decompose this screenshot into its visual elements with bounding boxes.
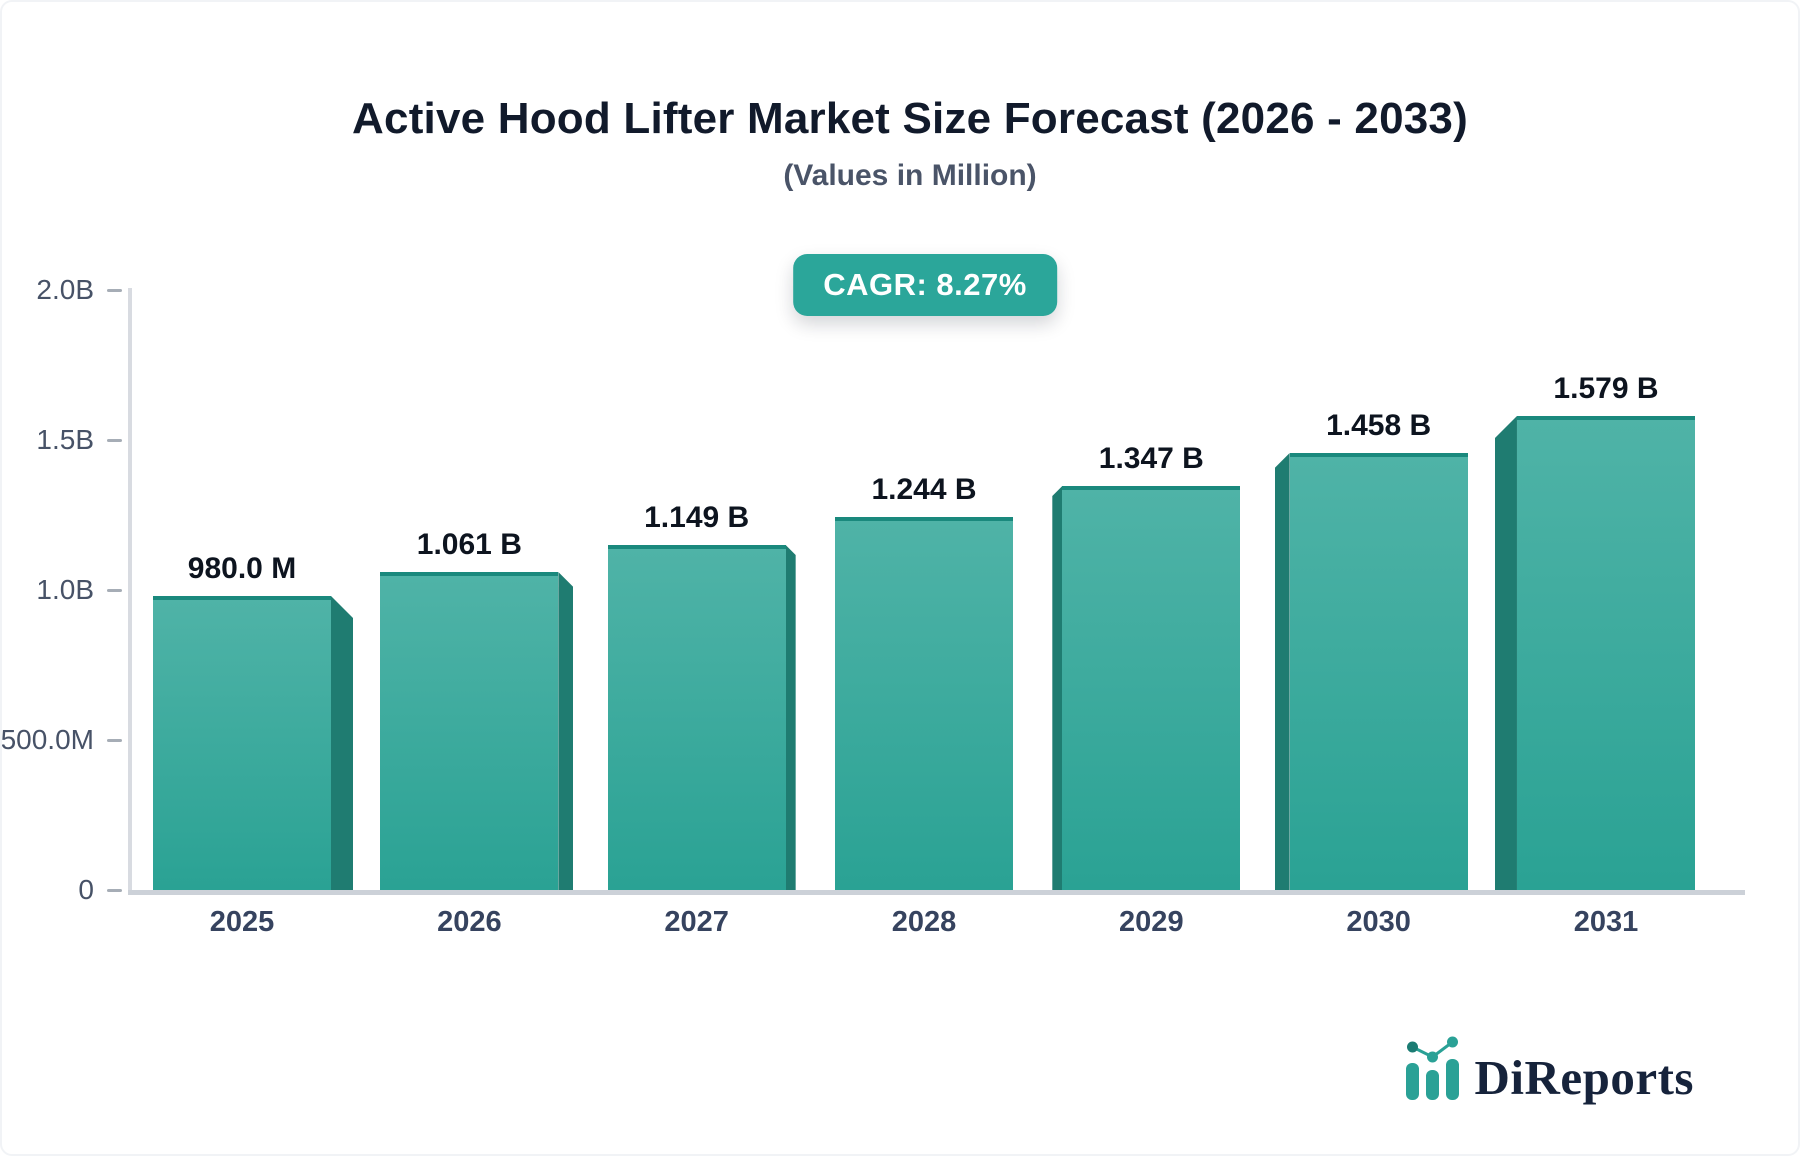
bar-side-face: [1274, 453, 1290, 890]
y-tick-mark: [107, 438, 122, 442]
y-tick-500.0M: 500.0M: [0, 724, 122, 756]
x-axis-label-2029: 2029: [1119, 906, 1184, 938]
y-tick-mark: [107, 738, 122, 742]
bar-side-face: [331, 596, 353, 890]
bar-front-face: 1.244 B: [834, 473, 1013, 890]
x-axis-label-2028: 2028: [891, 906, 957, 938]
bar-side-face: [558, 572, 574, 890]
y-tick-label: 1.5B: [36, 424, 94, 455]
bar-value-label: 1.244 B: [871, 473, 977, 506]
y-tick-label: 0: [78, 874, 94, 905]
bar-front-face: 1.347 B: [1062, 442, 1241, 890]
bar-value-label: 1.458 B: [1326, 409, 1432, 442]
bar-front-face: 1.061 B: [380, 528, 559, 890]
x-axis-label-2026: 2026: [437, 906, 502, 938]
bar-2026[interactable]: 1.061 B: [380, 528, 574, 890]
bar-side-face: [1052, 486, 1063, 890]
chart-title: Active Hood Lifter Market Size Forecast …: [352, 94, 1468, 143]
y-tick-1.0B: 1.0B: [36, 574, 122, 606]
bar-2029[interactable]: 1.347 B: [1052, 442, 1241, 890]
bar-side-face: [785, 545, 796, 890]
bar-front-face: 1.149 B: [607, 501, 786, 890]
y-tick-label: 500.0M: [0, 724, 94, 755]
bar-2028[interactable]: 1.244 B: [834, 473, 1013, 890]
y-tick-mark: [107, 888, 122, 892]
y-tick-0: 0: [78, 874, 122, 906]
bar-2025[interactable]: 980.0 M: [153, 552, 353, 890]
bar-front-face: 980.0 M: [153, 552, 331, 890]
x-axis-label-2025: 2025: [209, 906, 275, 938]
bar-value-label: 1.061 B: [416, 528, 522, 561]
bar-2030[interactable]: 1.458 B: [1274, 409, 1468, 890]
y-tick-label: 2.0B: [36, 274, 94, 305]
bar-side-face: [1494, 416, 1517, 890]
y-tick-1.5B: 1.5B: [36, 424, 122, 456]
bar-value-label: 980.0 M: [187, 552, 297, 585]
x-axis-label-2030: 2030: [1346, 906, 1411, 938]
cagr-badge: CAGR: 8.27%: [793, 254, 1057, 316]
x-axis-label-2031: 2031: [1573, 906, 1639, 938]
y-tick-mark: [107, 588, 122, 592]
bar-2027[interactable]: 1.149 B: [607, 501, 796, 890]
chart-subtitle: (Values in Million): [783, 158, 1037, 192]
bar-front-face: 1.458 B: [1289, 409, 1468, 890]
x-axis-label-2027: 2027: [664, 906, 729, 938]
logo-text: DiReports: [1474, 1050, 1694, 1105]
bar-2031[interactable]: 1.579 B: [1494, 372, 1695, 890]
logo-chart-icon: [1406, 1036, 1460, 1100]
bar-value-label: 1.347 B: [1098, 442, 1204, 475]
y-axis-line: [128, 288, 132, 895]
y-tick-mark: [107, 288, 122, 292]
chart-header: Active Hood Lifter Market Size Forecast …: [32, 2, 1788, 193]
x-axis-line: [128, 890, 1745, 895]
bar-value-label: 1.149 B: [644, 501, 750, 534]
direports-logo: DiReports: [1403, 1036, 1694, 1102]
y-tick-2.0B: 2.0B: [36, 274, 122, 306]
bar-value-label: 1.579 B: [1553, 372, 1659, 405]
bar-front-face: 1.579 B: [1516, 372, 1695, 890]
plot-area: 2.0B 1.5B 1.0B 500.0M 0 980.0 M 1.061 B 1.149 …: [2, 274, 1745, 938]
y-tick-label: 1.0B: [36, 574, 94, 605]
